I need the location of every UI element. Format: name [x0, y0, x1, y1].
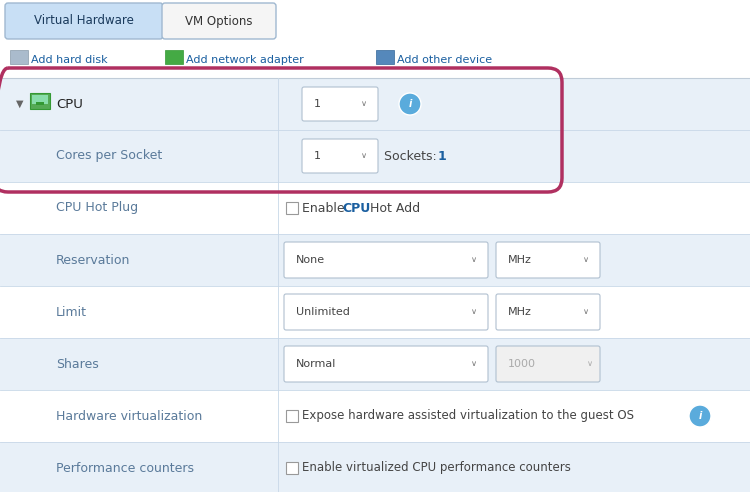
- Bar: [376, 50, 394, 64]
- Text: Add hard disk: Add hard disk: [31, 55, 108, 65]
- Text: ∨: ∨: [471, 360, 477, 369]
- Bar: [0, 130, 750, 182]
- Text: Cores per Socket: Cores per Socket: [56, 150, 162, 162]
- Text: Hot Add: Hot Add: [366, 202, 420, 215]
- Bar: [32, 95, 48, 104]
- Text: Virtual Hardware: Virtual Hardware: [34, 14, 134, 28]
- Text: Shares: Shares: [56, 358, 99, 370]
- Bar: [0, 234, 750, 286]
- Text: ∨: ∨: [583, 308, 589, 316]
- Text: None: None: [296, 255, 326, 265]
- Text: Unlimited: Unlimited: [296, 307, 350, 317]
- FancyBboxPatch shape: [284, 346, 488, 382]
- Bar: [0, 286, 750, 338]
- Text: 1: 1: [438, 150, 447, 162]
- Bar: [10, 50, 28, 64]
- FancyBboxPatch shape: [162, 3, 276, 39]
- FancyBboxPatch shape: [496, 346, 600, 382]
- Text: 1: 1: [314, 99, 321, 109]
- Text: ∨: ∨: [583, 255, 589, 265]
- Bar: [0, 78, 750, 130]
- FancyBboxPatch shape: [284, 242, 488, 278]
- Text: i: i: [408, 99, 412, 109]
- FancyBboxPatch shape: [302, 139, 378, 173]
- Text: CPU: CPU: [56, 97, 82, 111]
- Text: Enable virtualized CPU performance counters: Enable virtualized CPU performance count…: [302, 461, 571, 474]
- FancyBboxPatch shape: [302, 87, 378, 121]
- Text: Enable: Enable: [302, 202, 349, 215]
- Text: 1: 1: [314, 151, 321, 161]
- FancyBboxPatch shape: [284, 294, 488, 330]
- Text: Sockets:: Sockets:: [384, 150, 441, 162]
- Text: ∨: ∨: [361, 99, 367, 109]
- FancyBboxPatch shape: [5, 3, 163, 39]
- Bar: [0, 182, 750, 234]
- Bar: [30, 93, 50, 109]
- Bar: [286, 202, 298, 214]
- FancyBboxPatch shape: [496, 242, 600, 278]
- Text: VM Options: VM Options: [185, 14, 253, 28]
- Text: MHz: MHz: [508, 307, 532, 317]
- Bar: [36, 102, 44, 105]
- Text: i: i: [698, 411, 702, 421]
- Text: 1000: 1000: [508, 359, 536, 369]
- Text: Limit: Limit: [56, 306, 87, 318]
- Text: Expose hardware assisted virtualization to the guest OS: Expose hardware assisted virtualization …: [302, 409, 634, 423]
- Bar: [286, 462, 298, 474]
- Text: Hardware virtualization: Hardware virtualization: [56, 409, 202, 423]
- FancyBboxPatch shape: [496, 294, 600, 330]
- Circle shape: [399, 93, 421, 115]
- Bar: [286, 410, 298, 422]
- Text: ∨: ∨: [361, 152, 367, 160]
- Text: CPU Hot Plug: CPU Hot Plug: [56, 202, 138, 215]
- Text: MHz: MHz: [508, 255, 532, 265]
- Text: Reservation: Reservation: [56, 253, 130, 267]
- Text: ▼: ▼: [16, 99, 23, 109]
- Text: ∨: ∨: [471, 255, 477, 265]
- Bar: [0, 338, 750, 390]
- Circle shape: [689, 405, 711, 427]
- Text: CPU: CPU: [342, 202, 370, 215]
- Bar: [165, 50, 183, 64]
- Text: Performance counters: Performance counters: [56, 461, 194, 474]
- Bar: [0, 390, 750, 442]
- Bar: [0, 442, 750, 492]
- Text: ∨: ∨: [587, 360, 593, 369]
- Text: Add other device: Add other device: [397, 55, 492, 65]
- Text: ∨: ∨: [471, 308, 477, 316]
- Text: Add network adapter: Add network adapter: [186, 55, 304, 65]
- Text: Normal: Normal: [296, 359, 336, 369]
